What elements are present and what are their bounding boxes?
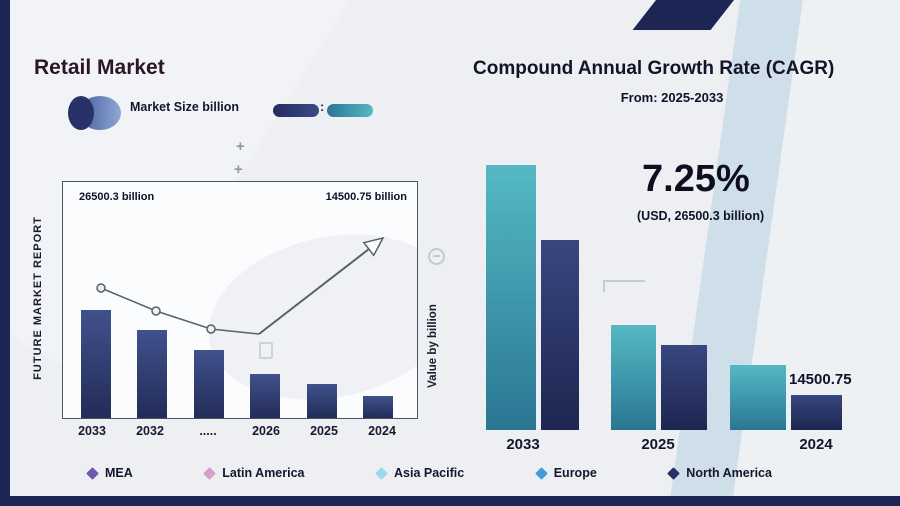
cagr-detail: (USD, 26500.3 billion) <box>637 209 765 223</box>
step-bracket-decoration <box>603 280 645 292</box>
left-x-label: 2032 <box>136 424 164 438</box>
diamond-icon <box>203 466 217 480</box>
diamond-icon <box>86 466 99 480</box>
market-size-bar-2024 <box>362 396 393 418</box>
cagr-bar-teal-2024 <box>730 365 786 430</box>
left-chart-bars <box>63 310 417 418</box>
trend-line-arrow <box>96 236 385 335</box>
pill-separator: : <box>320 99 325 114</box>
page-title: Retail Market <box>34 56 165 79</box>
teal-pill-shape <box>327 104 373 117</box>
left-x-label: 2025 <box>310 424 338 438</box>
cagr-group-2033 <box>486 165 579 430</box>
diamond-icon <box>667 466 681 480</box>
left-chart-x-labels: 2033 2032..... 2026 2025 2024 <box>62 424 418 438</box>
left-x-label: ..... <box>199 424 217 438</box>
left-x-label: 2033 <box>78 424 106 438</box>
market-size-bar-2025 <box>306 384 337 418</box>
cagr-bar-navy-2024 <box>791 395 842 430</box>
legend-item-north-america: North America <box>667 466 772 480</box>
cagr-group-2025 <box>611 325 707 430</box>
market-size-chart: 26500.3 billion 14500.75 billion <box>62 181 418 419</box>
legend-item-europe: Europe <box>534 466 597 480</box>
cagr-bar-teal-2025 <box>611 325 656 430</box>
cagr-group-2024 <box>730 365 842 430</box>
document-ghost-icon <box>259 342 273 359</box>
diamond-icon <box>534 466 548 480</box>
legend-label: MEA <box>105 466 133 480</box>
cagr-bar-navy-2033 <box>541 240 579 430</box>
annotation-2033-value: 26500.3 billion <box>79 191 155 203</box>
cagr-bar-annotation: 14500.75 <box>789 371 852 388</box>
cagr-x-label-2024: 2024 <box>799 436 833 453</box>
top-corner-navy-shape <box>632 0 734 30</box>
market-size-bar-..... <box>193 350 224 418</box>
future-market-report-label: FUTURE MARKET REPORT <box>32 216 44 380</box>
legend-label: Asia Pacific <box>394 466 465 480</box>
legend-label: North America <box>686 466 772 480</box>
value-axis-label: Value by billion <box>427 304 439 388</box>
left-x-label: 2024 <box>368 424 396 438</box>
cagr-bar-navy-2025 <box>661 345 707 430</box>
cagr-value: 7.25% <box>642 158 750 200</box>
plus-mark: + <box>236 138 245 155</box>
left-edge-bar <box>0 0 10 506</box>
footer-legend: MEA Latin America Asia Pacific Europe North … <box>86 466 772 480</box>
legend-item-mea: MEA <box>86 466 133 480</box>
market-size-bar-2026 <box>250 374 281 418</box>
legend-item-asia-pacific: Asia Pacific <box>375 466 465 480</box>
cagr-subtitle: From: 2025-2033 <box>620 90 724 105</box>
market-size-cylinder-icon <box>68 96 121 130</box>
annotation-2024-value: 14500.75 billion <box>325 191 407 203</box>
cagr-x-label-2033: 2033 <box>506 436 540 453</box>
bottom-edge-bar <box>0 496 900 506</box>
plus-mark: + <box>234 161 243 178</box>
legend-label: Europe <box>553 466 597 480</box>
navy-pill-shape <box>273 104 319 117</box>
cagr-x-label-2025: 2025 <box>641 436 675 453</box>
legend-item-latin-america: Latin America <box>203 466 305 480</box>
minus-circle-ghost-icon <box>428 248 445 265</box>
market-size-legend-label: Market Size billion <box>130 100 240 114</box>
left-x-label: 2026 <box>252 424 280 438</box>
market-size-bar-2032 <box>137 330 168 418</box>
cagr-bar-teal-2033 <box>486 165 536 430</box>
legend-label: Latin America <box>222 466 305 480</box>
cagr-title: Compound Annual Growth Rate (CAGR) <box>473 58 835 79</box>
market-size-bar-2033 <box>81 310 111 418</box>
diamond-icon <box>375 466 388 480</box>
